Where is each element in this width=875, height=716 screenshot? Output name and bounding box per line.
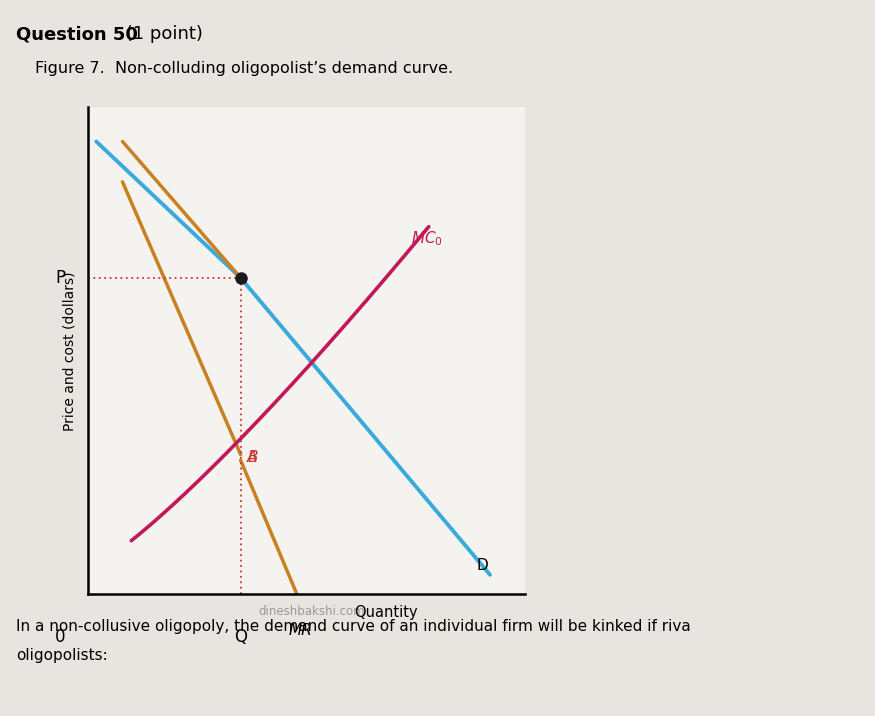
Y-axis label: Price and cost (dollars): Price and cost (dollars)	[62, 271, 76, 430]
Text: 0: 0	[55, 629, 66, 647]
Text: (1 point): (1 point)	[120, 25, 203, 43]
Text: B: B	[248, 450, 258, 465]
Text: oligopolists:: oligopolists:	[16, 648, 108, 663]
Text: A: A	[248, 450, 257, 465]
Text: P: P	[55, 268, 66, 287]
Text: D: D	[477, 558, 488, 573]
Text: Question 50: Question 50	[16, 25, 137, 43]
Text: $MC_0$: $MC_0$	[411, 230, 443, 248]
Text: Q: Q	[234, 629, 247, 647]
Text: Quantity: Quantity	[354, 605, 418, 620]
Text: In a non-collusive oligopoly, the demand curve of an individual firm will be kin: In a non-collusive oligopoly, the demand…	[16, 619, 690, 634]
Text: dineshbakshi.com: dineshbakshi.com	[258, 605, 365, 618]
Text: MR: MR	[288, 624, 312, 639]
Text: Figure 7.  Non-colluding oligopolist’s demand curve.: Figure 7. Non-colluding oligopolist’s de…	[35, 61, 453, 76]
